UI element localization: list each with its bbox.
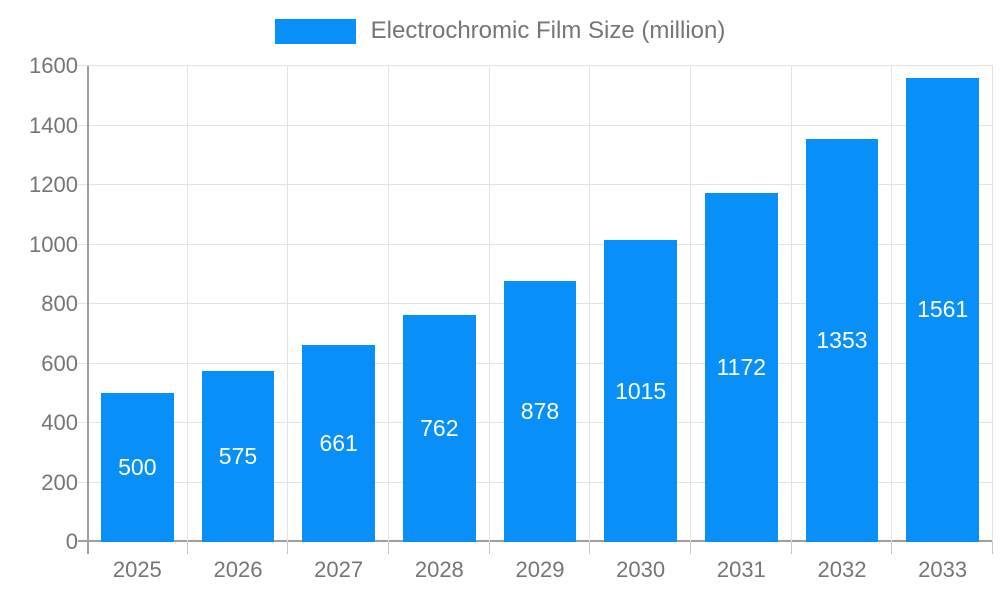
- y-tick-mark: [78, 124, 87, 126]
- y-tick-mark: [78, 65, 87, 66]
- x-tick-label: 2031: [716, 557, 766, 582]
- x-tick-mark: [186, 542, 188, 554]
- y-tick-mark: [78, 184, 87, 185]
- y-tick-label: 0: [65, 529, 78, 554]
- x-tick-label: 2028: [414, 557, 464, 582]
- v-gridline: [790, 66, 792, 542]
- bar: 1015: [604, 240, 677, 542]
- x-tick-label: 2032: [817, 557, 867, 582]
- bar-value-label: 762: [420, 415, 459, 442]
- plot-area: 500 575 661 762 878 1015 1172 1353 1561: [78, 65, 993, 554]
- y-tick-label: 600: [41, 350, 78, 376]
- bar-value-label: 575: [218, 442, 258, 469]
- h-gridline: [87, 124, 993, 126]
- bar-value-label: 1015: [615, 377, 667, 404]
- bar-value-label: 500: [118, 454, 157, 481]
- y-tick-label: 1200: [29, 172, 78, 197]
- legend-swatch: [274, 18, 356, 44]
- y-tick-mark: [78, 540, 87, 542]
- bar: 762: [403, 315, 476, 542]
- bar-value-label: 661: [319, 430, 358, 457]
- bar: 1561: [906, 77, 979, 542]
- x-tick-label: 2030: [616, 557, 666, 582]
- y-tick-label: 1400: [29, 112, 78, 138]
- v-gridline: [891, 66, 893, 542]
- x-tick-mark: [690, 542, 691, 554]
- v-gridline: [388, 66, 389, 542]
- x-tick-mark: [790, 542, 792, 554]
- v-gridline: [690, 66, 691, 542]
- x-axis-labels: 2025 2026 2027 2028 2029 2030 2031 2032 2033: [87, 556, 993, 586]
- y-tick-mark: [78, 303, 87, 304]
- y-tick-mark: [78, 362, 87, 364]
- bar-value-label: 878: [520, 397, 560, 424]
- legend: Electrochromic Film Size (million): [0, 17, 1000, 45]
- x-tick-mark: [287, 542, 289, 554]
- y-axis-line: [87, 66, 89, 542]
- x-tick-label: 2027: [314, 557, 364, 582]
- x-tick-label: 2029: [515, 557, 565, 582]
- y-tick-label: 800: [41, 291, 78, 316]
- v-gridline: [589, 66, 591, 542]
- x-tick-mark: [589, 542, 591, 554]
- bar-value-label: 1561: [917, 296, 969, 323]
- bar: 500: [101, 393, 174, 542]
- bar-value-label: 1172: [716, 354, 767, 381]
- x-tick-mark: [488, 542, 490, 554]
- h-gridline: [87, 184, 993, 185]
- x-tick-label: 2033: [918, 557, 968, 582]
- v-gridline: [186, 66, 188, 542]
- y-tick-label: 1000: [29, 231, 78, 257]
- bar: 1353: [805, 139, 879, 542]
- bar: 661: [302, 345, 375, 542]
- bar-value-label: 1353: [816, 327, 868, 354]
- bar: 878: [503, 280, 577, 542]
- x-tick-mark: [891, 542, 893, 554]
- h-gridline: [87, 243, 993, 245]
- x-tick-mark: [388, 542, 389, 554]
- x-tick-mark: [87, 542, 89, 554]
- v-gridline: [488, 66, 490, 542]
- v-gridline: [992, 66, 993, 542]
- bar: 575: [201, 370, 275, 542]
- legend-label: Electrochromic Film Size (million): [370, 17, 726, 44]
- x-tick-label: 2025: [112, 557, 162, 582]
- y-tick-label: 200: [41, 469, 78, 495]
- bar: 1172: [705, 193, 778, 542]
- y-tick-mark: [78, 481, 87, 483]
- v-gridline: [287, 66, 289, 542]
- x-tick-mark: [992, 542, 993, 554]
- y-axis-labels: 0 200 400 600 800 1000 1200 1400 1600: [0, 53, 78, 554]
- y-tick-label: 400: [41, 410, 78, 435]
- x-tick-label: 2026: [213, 557, 263, 582]
- h-gridline: [87, 65, 993, 66]
- y-tick-mark: [78, 422, 87, 423]
- y-tick-label: 1600: [29, 53, 78, 78]
- y-tick-mark: [78, 243, 87, 245]
